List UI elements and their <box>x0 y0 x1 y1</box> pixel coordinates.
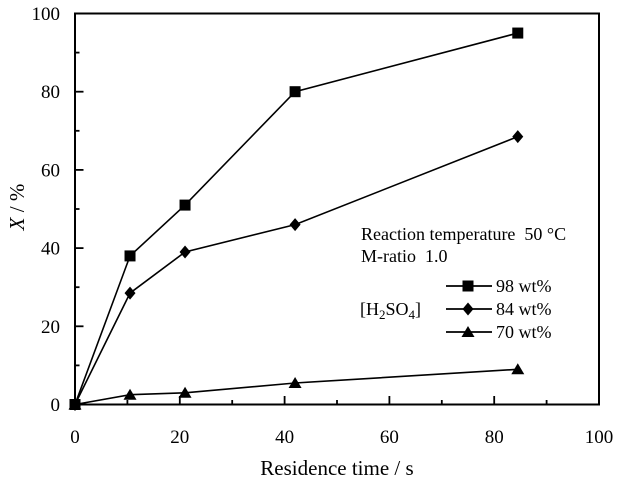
x-tick-label: 20 <box>170 427 189 448</box>
y-tick-label: 0 <box>51 395 61 416</box>
legend-label: 84 wt% <box>496 299 552 319</box>
x-tick-label: 60 <box>380 427 399 448</box>
x-tick-label: 0 <box>70 427 80 448</box>
triangle-marker <box>288 376 302 388</box>
x-axis-title: Residence time / s <box>260 456 413 480</box>
y-tick-label: 20 <box>41 317 60 338</box>
plot-frame <box>74 12 600 406</box>
chart-plot-generated: 0 20 40 60 80 100 0 20 40 60 80 100 <box>32 4 614 448</box>
y-axis-title-variable: X <box>5 216 29 231</box>
y-axis-title: X / % <box>5 184 29 232</box>
square-marker <box>289 86 301 98</box>
annotation-h2so4: [H2SO4] <box>360 299 421 322</box>
legend-label: 98 wt% <box>496 276 552 296</box>
legend-label: 70 wt% <box>496 322 552 342</box>
y-tick-label: 80 <box>41 82 60 103</box>
square-marker <box>512 27 524 39</box>
x-tick-label: 100 <box>585 427 614 448</box>
triangle-marker <box>511 363 525 375</box>
x-tick-label: 80 <box>485 427 504 448</box>
legend: 98 wt% 84 wt% 70 wt% <box>446 276 552 342</box>
diamond-marker <box>289 218 301 232</box>
x-tick-label: 40 <box>275 427 294 448</box>
triangle-marker <box>461 326 475 337</box>
square-marker <box>462 280 474 292</box>
triangle-marker <box>178 386 192 398</box>
annotation-m-ratio: M-ratio 1.0 <box>361 246 447 266</box>
square-marker <box>69 399 81 410</box>
diamond-marker <box>462 302 474 316</box>
triangle-marker <box>123 388 137 400</box>
series-line-84-wt% <box>74 135 519 405</box>
y-tick-label: 100 <box>32 4 61 25</box>
annotation-reaction-temperature: Reaction temperature 50 °C <box>361 224 566 244</box>
diamond-marker <box>124 286 136 300</box>
diamond-marker <box>179 245 191 259</box>
y-tick-label: 60 <box>41 160 60 181</box>
y-tick-label: 40 <box>41 239 60 260</box>
square-marker <box>124 250 136 262</box>
square-marker <box>179 199 191 211</box>
y-axis-title-unit: / % <box>5 184 29 218</box>
diamond-marker <box>512 130 524 144</box>
